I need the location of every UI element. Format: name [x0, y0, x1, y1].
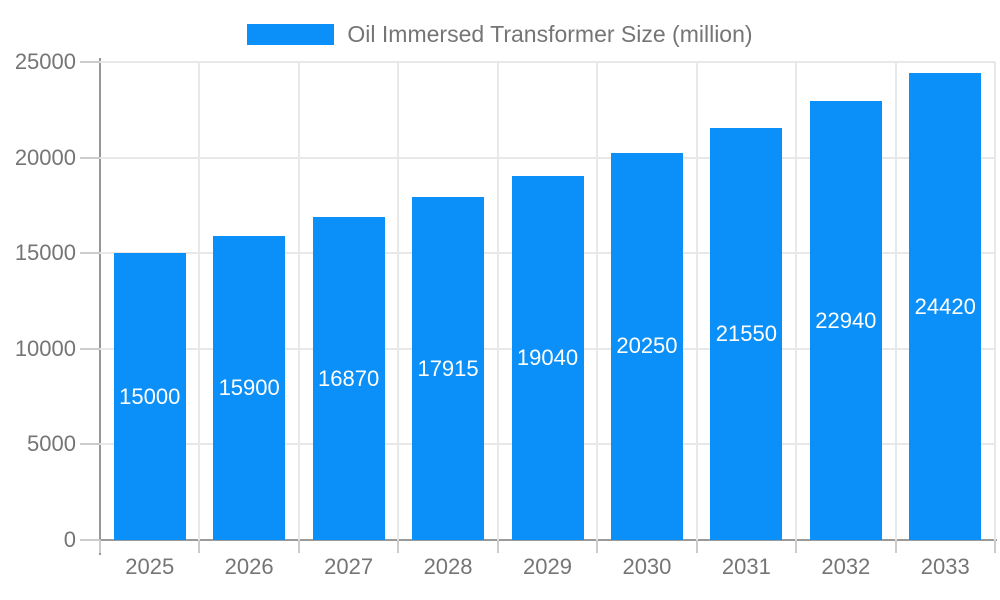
bar-value-label: 22940 [815, 307, 877, 333]
y-axis-label: 10000 [14, 335, 76, 361]
grid-line-vertical [397, 62, 400, 540]
x-axis-label: 2031 [721, 554, 771, 579]
grid-line-horizontal [100, 61, 995, 63]
grid-line-vertical [994, 62, 996, 540]
y-axis-label: 0 [63, 527, 76, 552]
x-axis-tick [99, 540, 101, 553]
y-axis-tick [80, 443, 100, 446]
x-axis-tick [397, 540, 400, 553]
bar-value-label: 15900 [218, 375, 280, 400]
grid-line-horizontal [100, 156, 995, 159]
grid-line-vertical [894, 62, 897, 540]
bar-value-label: 16870 [318, 365, 380, 391]
bar-value-label: 17915 [417, 355, 479, 381]
grid-line-vertical [297, 62, 300, 540]
x-axis-tick [596, 540, 599, 553]
grid-line-vertical [198, 62, 201, 540]
bar[interactable]: 16870 [312, 217, 385, 540]
bar[interactable]: 24420 [909, 73, 982, 540]
grid-line-vertical [695, 62, 698, 540]
y-axis-line [99, 58, 101, 555]
x-axis-tick [496, 540, 499, 553]
x-axis-tick [994, 540, 996, 553]
x-axis-tick [795, 540, 798, 553]
y-axis-tick [80, 61, 100, 63]
y-axis-label: 20000 [14, 144, 76, 170]
legend-label: Oil Immersed Transformer Size (million) [347, 21, 753, 47]
x-axis-label: 2030 [622, 554, 672, 579]
y-axis-tick [80, 156, 100, 159]
y-axis-label: 25000 [14, 49, 76, 74]
bar[interactable]: 22940 [809, 101, 882, 540]
grid-line-vertical [596, 62, 599, 540]
x-axis-tick [297, 540, 300, 553]
bar[interactable]: 15900 [213, 236, 286, 540]
x-axis-label: 2032 [821, 554, 871, 579]
x-axis-tick [198, 540, 201, 553]
x-axis-line [100, 539, 997, 541]
bar-value-label: 19040 [516, 344, 579, 370]
grid-line-vertical [496, 62, 499, 540]
bar-value-label: 21550 [715, 320, 777, 346]
x-axis-label: 2027 [324, 554, 374, 579]
legend-item[interactable]: Oil Immersed Transformer Size (million) [0, 23, 1000, 46]
grid-line-vertical [795, 62, 798, 540]
x-axis-tick [695, 540, 698, 553]
bar[interactable]: 20250 [610, 152, 683, 540]
x-axis-tick [894, 540, 897, 553]
y-axis-label: 5000 [27, 431, 76, 457]
x-axis-label: 2025 [125, 554, 175, 579]
x-axis-label: 2029 [523, 554, 572, 579]
plot-area: 15000 15900 16870 17915 19040 20250 21550 22940… [100, 61, 996, 540]
bar-value-label: 15000 [119, 383, 181, 409]
bar-value-label: 24420 [914, 293, 976, 319]
x-axis-label: 2028 [423, 554, 473, 579]
y-axis-tick [80, 252, 100, 255]
bar[interactable]: 17915 [412, 197, 485, 540]
bar[interactable]: 15000 [113, 253, 186, 540]
bar-value-label: 20250 [616, 333, 678, 359]
y-axis-tick [80, 539, 100, 541]
x-axis-label: 2026 [224, 554, 274, 579]
bar[interactable]: 19040 [511, 175, 584, 540]
x-axis-label: 2033 [920, 554, 970, 579]
legend-swatch [247, 24, 335, 45]
bar[interactable]: 21550 [710, 127, 783, 540]
y-axis-tick [80, 347, 100, 350]
y-axis-label: 15000 [14, 240, 76, 266]
